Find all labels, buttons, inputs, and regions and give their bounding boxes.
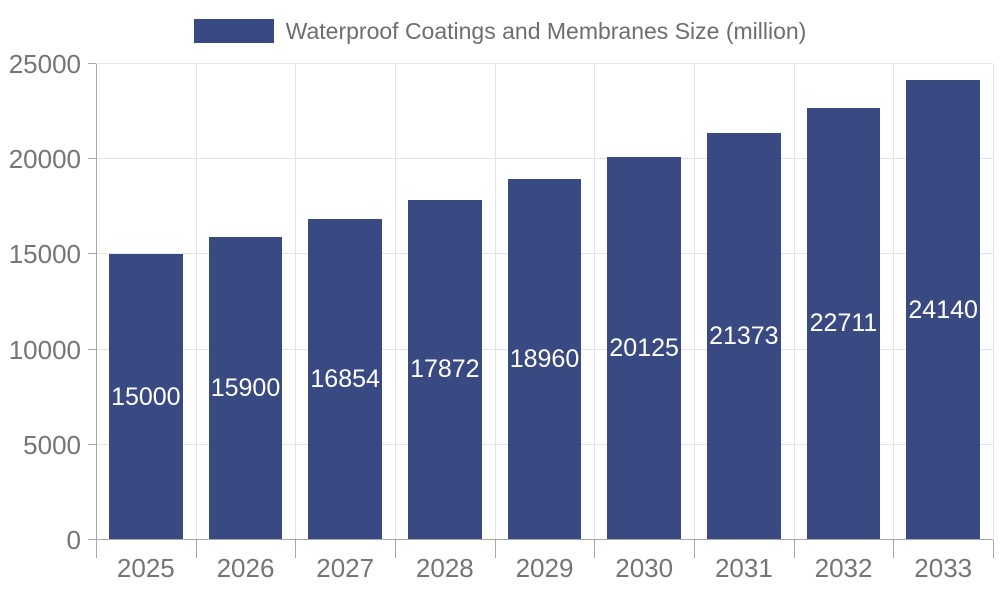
x-axis-label: 2033 bbox=[914, 553, 973, 583]
x-tick-mark bbox=[793, 540, 795, 558]
bar-value-label: 21373 bbox=[709, 322, 779, 351]
y-tick-mark bbox=[88, 443, 96, 445]
gridline-v bbox=[693, 64, 695, 540]
gridline-v bbox=[993, 64, 994, 540]
x-axis-label: 2031 bbox=[714, 553, 773, 583]
bar-2025[interactable]: 15000 bbox=[108, 254, 183, 540]
x-axis-label: 2029 bbox=[515, 553, 574, 583]
x-axis-label: 2028 bbox=[415, 553, 474, 583]
y-axis-label: 25000 bbox=[8, 49, 81, 79]
bar-value-label: 18960 bbox=[509, 345, 580, 373]
bar-value-label: 15900 bbox=[210, 374, 281, 403]
bar-value-label: 22711 bbox=[809, 309, 878, 338]
x-tick-mark bbox=[394, 540, 396, 558]
gridline-v bbox=[594, 64, 596, 540]
gridline-v bbox=[893, 64, 895, 540]
gridline-v bbox=[295, 64, 297, 540]
bar-2026[interactable]: 15900 bbox=[208, 237, 283, 540]
bar-value-label: 16854 bbox=[310, 365, 380, 394]
x-axis-label: 2030 bbox=[615, 553, 674, 583]
bar-2029[interactable]: 18960 bbox=[507, 179, 582, 540]
y-axis-label: 20000 bbox=[8, 144, 81, 175]
bar-2031[interactable]: 21373 bbox=[706, 133, 781, 540]
bar-2027[interactable]: 16854 bbox=[308, 219, 383, 540]
legend[interactable]: Waterproof Coatings and Membranes Size (… bbox=[0, 17, 1000, 45]
plot-area: 15000 15900 16854 17872 18960 20125 21373 22711… bbox=[88, 63, 994, 558]
gridline-h bbox=[96, 63, 993, 64]
gridline-v bbox=[793, 64, 795, 540]
bar-2032[interactable]: 22711 bbox=[806, 107, 881, 540]
x-axis-label: 2032 bbox=[814, 553, 873, 583]
legend-swatch bbox=[193, 19, 274, 43]
bar-2030[interactable]: 20125 bbox=[607, 156, 682, 540]
gridline-v bbox=[394, 64, 396, 540]
x-axis-label: 2026 bbox=[216, 553, 275, 583]
y-axis-label: 5000 bbox=[23, 429, 81, 460]
bar-2028[interactable]: 17872 bbox=[407, 199, 482, 540]
y-tick-mark bbox=[88, 158, 96, 160]
x-tick-mark bbox=[195, 540, 197, 558]
gridline-v bbox=[494, 64, 496, 540]
y-axis-label: 15000 bbox=[8, 239, 81, 270]
legend-label: Waterproof Coatings and Membranes Size (… bbox=[285, 18, 807, 44]
y-tick-mark bbox=[88, 253, 96, 255]
x-tick-mark bbox=[993, 540, 994, 558]
y-axis-label: 0 bbox=[66, 525, 81, 555]
bar-value-label: 17872 bbox=[410, 355, 480, 384]
bar-value-label: 24140 bbox=[908, 295, 978, 324]
x-tick-mark bbox=[893, 540, 895, 558]
x-axis-labels: 2025 2026 2027 2028 2029 2030 2031 2032 2033 bbox=[96, 552, 993, 584]
y-axis-line bbox=[96, 64, 97, 558]
bar-value-label: 20125 bbox=[609, 333, 679, 362]
x-tick-mark bbox=[494, 540, 496, 558]
bar-value-label: 15000 bbox=[111, 382, 181, 411]
y-tick-mark bbox=[88, 63, 96, 64]
y-axis-labels: 0 5000 10000 15000 20000 25000 bbox=[0, 51, 88, 553]
y-tick-mark bbox=[88, 348, 96, 350]
x-axis-label: 2025 bbox=[116, 553, 175, 583]
x-tick-mark bbox=[295, 540, 297, 558]
gridline-v bbox=[195, 64, 197, 540]
x-tick-mark bbox=[693, 540, 695, 558]
x-axis-line bbox=[88, 539, 993, 540]
x-axis-label: 2027 bbox=[316, 553, 375, 583]
bar-2033[interactable]: 24140 bbox=[906, 80, 981, 540]
y-axis-label: 10000 bbox=[8, 334, 81, 365]
gridline-h bbox=[96, 158, 993, 160]
x-tick-mark bbox=[594, 540, 596, 558]
